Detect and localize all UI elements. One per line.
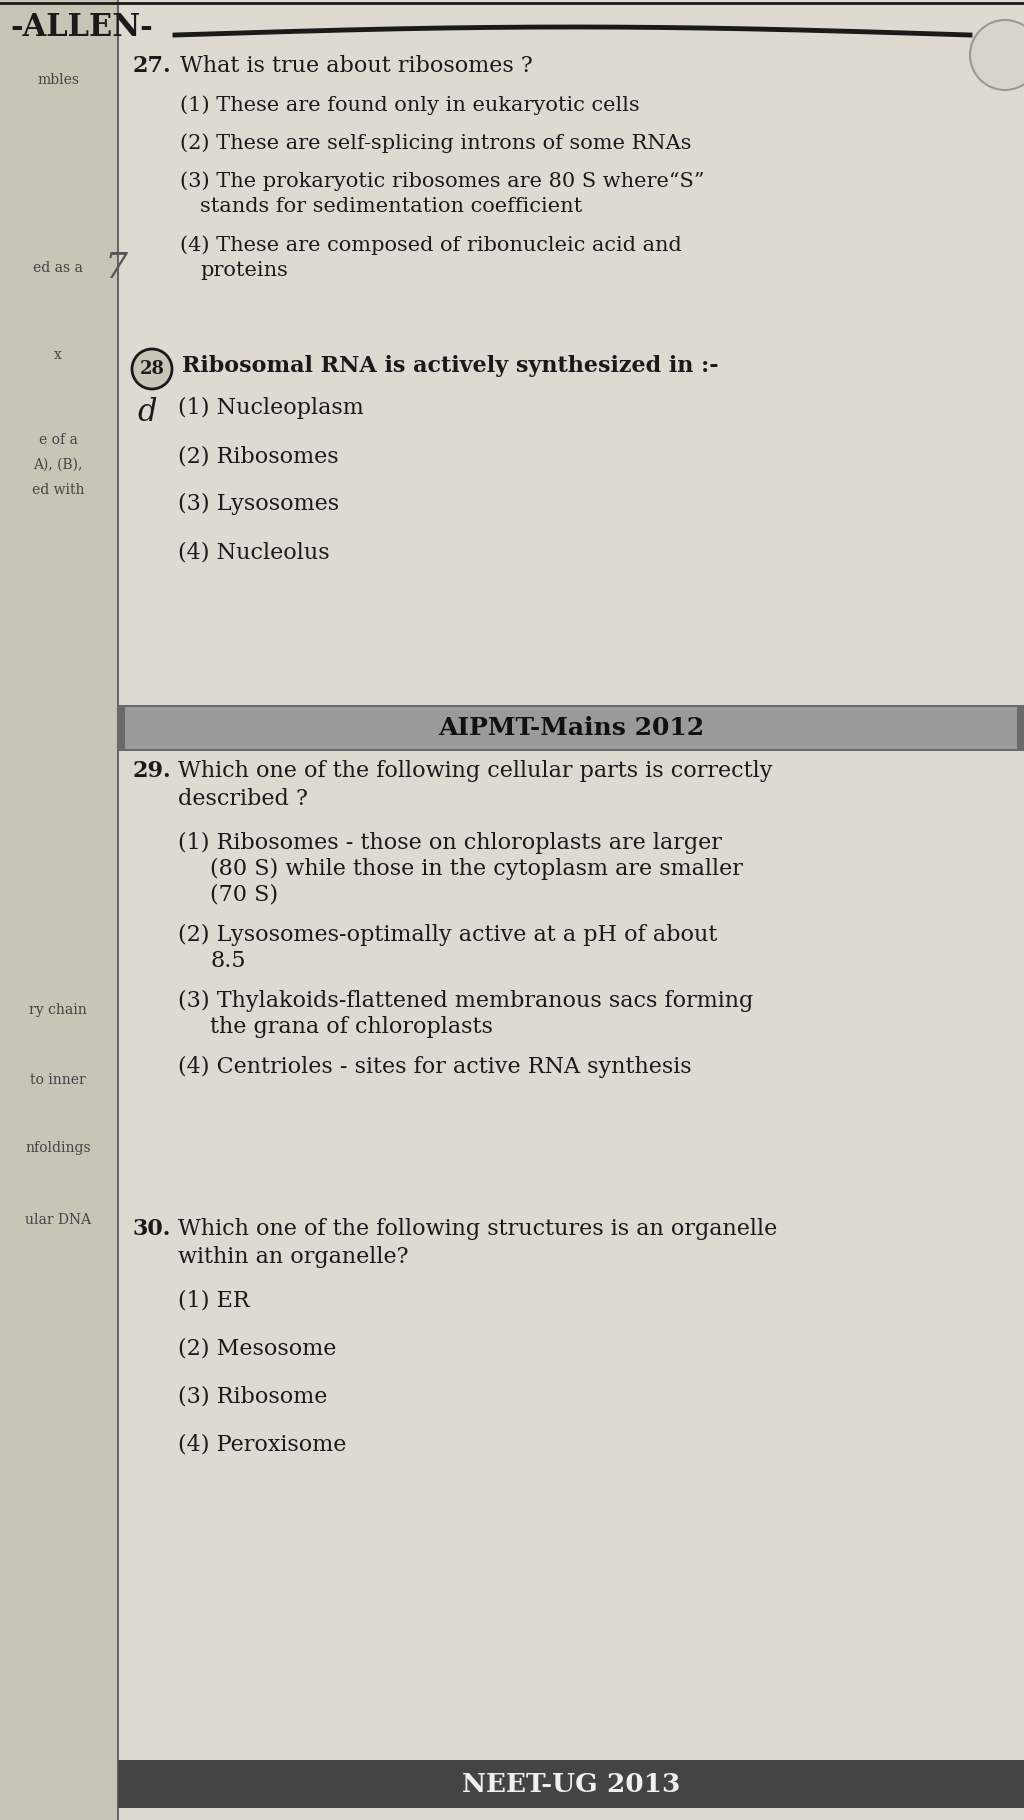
Text: 30.: 30. <box>133 1218 171 1239</box>
Text: (2) Ribosomes: (2) Ribosomes <box>178 446 339 468</box>
Text: 27.: 27. <box>133 55 172 76</box>
Text: mbles: mbles <box>37 73 79 87</box>
Text: e of a: e of a <box>39 433 78 448</box>
Text: What is true about ribosomes ?: What is true about ribosomes ? <box>180 55 532 76</box>
Text: (4) Peroxisome: (4) Peroxisome <box>178 1434 346 1456</box>
Text: the grana of chloroplasts: the grana of chloroplasts <box>210 1016 493 1037</box>
Text: NEET-UG 2013: NEET-UG 2013 <box>462 1771 680 1796</box>
Bar <box>118 704 1024 752</box>
Text: d: d <box>137 397 157 428</box>
Bar <box>125 706 1017 750</box>
Text: stands for sedimentation coefficient: stands for sedimentation coefficient <box>200 197 583 217</box>
Text: to inner: to inner <box>30 1074 86 1087</box>
Text: (3) Ribosome: (3) Ribosome <box>178 1387 328 1409</box>
Text: x: x <box>54 348 61 362</box>
Text: (80 S) while those in the cytoplasm are smaller: (80 S) while those in the cytoplasm are … <box>210 857 742 881</box>
Text: nfoldings: nfoldings <box>26 1141 91 1156</box>
Text: 29.: 29. <box>133 761 172 783</box>
Text: ular DNA: ular DNA <box>25 1212 91 1227</box>
Text: (3) The prokaryotic ribosomes are 80 S where“S”: (3) The prokaryotic ribosomes are 80 S w… <box>180 171 705 191</box>
Text: (1) Ribosomes - those on chloroplasts are larger: (1) Ribosomes - those on chloroplasts ar… <box>178 832 722 854</box>
Text: (1) These are found only in eukaryotic cells: (1) These are found only in eukaryotic c… <box>180 95 640 115</box>
Text: (2) Lysosomes-optimally active at a pH of about: (2) Lysosomes-optimally active at a pH o… <box>178 925 718 946</box>
Text: (1) Nucleoplasm: (1) Nucleoplasm <box>178 397 364 419</box>
Text: (4) Centrioles - sites for active RNA synthesis: (4) Centrioles - sites for active RNA sy… <box>178 1056 691 1077</box>
Text: AIPMT-Mains 2012: AIPMT-Mains 2012 <box>438 715 705 741</box>
Text: (70 S): (70 S) <box>210 885 279 906</box>
Text: (2) Mesosome: (2) Mesosome <box>178 1338 336 1360</box>
Bar <box>0 0 118 1820</box>
Text: Ribosomal RNA is actively synthesized in :-: Ribosomal RNA is actively synthesized in… <box>182 355 719 377</box>
Text: (1) ER: (1) ER <box>178 1290 250 1312</box>
Text: ed with: ed with <box>32 482 84 497</box>
Bar <box>118 1760 1024 1807</box>
Text: (4) Nucleolus: (4) Nucleolus <box>178 541 330 562</box>
Circle shape <box>970 20 1024 89</box>
Text: Which one of the following structures is an organelle: Which one of the following structures is… <box>178 1218 777 1239</box>
Text: 7: 7 <box>104 251 128 286</box>
Text: 8.5: 8.5 <box>210 950 246 972</box>
Text: (3) Lysosomes: (3) Lysosomes <box>178 493 339 515</box>
Text: ed as a: ed as a <box>33 260 83 275</box>
Text: -ALLEN-: -ALLEN- <box>10 13 153 44</box>
Text: Which one of the following cellular parts is correctly: Which one of the following cellular part… <box>178 761 772 783</box>
Text: (2) These are self-splicing introns of some RNAs: (2) These are self-splicing introns of s… <box>180 133 691 153</box>
Text: proteins: proteins <box>200 260 288 280</box>
Text: (4) These are composed of ribonucleic acid and: (4) These are composed of ribonucleic ac… <box>180 235 682 255</box>
Circle shape <box>132 349 172 389</box>
Text: A), (B),: A), (B), <box>34 459 83 471</box>
Text: (3) Thylakoids-flattened membranous sacs forming: (3) Thylakoids-flattened membranous sacs… <box>178 990 754 1012</box>
Text: ry chain: ry chain <box>29 1003 87 1017</box>
Text: described ?: described ? <box>178 788 308 810</box>
Text: 28: 28 <box>139 360 165 379</box>
Text: within an organelle?: within an organelle? <box>178 1247 409 1269</box>
